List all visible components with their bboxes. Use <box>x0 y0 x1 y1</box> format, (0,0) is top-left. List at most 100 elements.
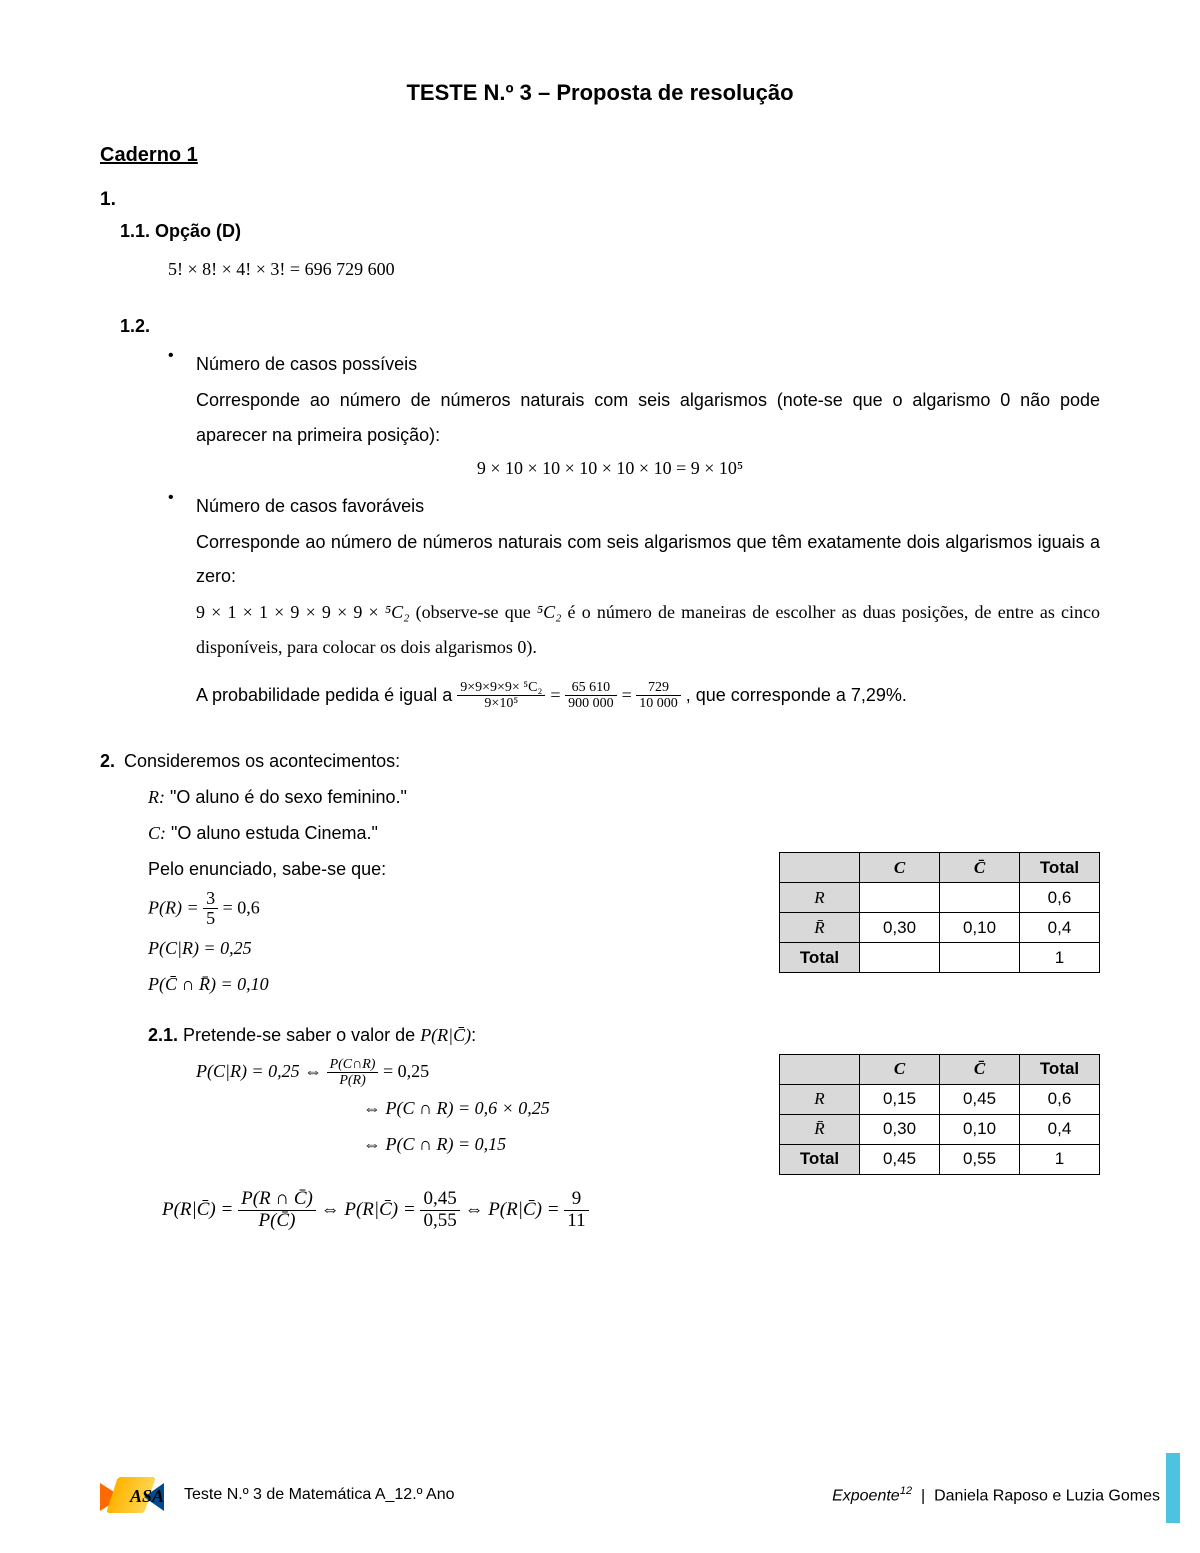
q2-1-text: Pretende-se saber o valor de <box>183 1025 420 1045</box>
q2-1-expr: P(R|C̄) <box>420 1025 471 1045</box>
frac-bot: P(C̄) <box>238 1211 316 1232</box>
frac-bot: 0,55 <box>420 1211 459 1232</box>
cell: 1 <box>1020 1144 1100 1174</box>
footer-brand: Expoente <box>832 1487 900 1504</box>
s21-line1: P(C|R) = 0,25 ⇔ P(C∩R) P(R) = 0,25 <box>196 1054 630 1089</box>
row-R: R <box>780 1084 860 1114</box>
cell: 0,4 <box>1020 913 1100 943</box>
bullet-icon: • <box>168 489 186 714</box>
cell: 1 <box>1020 943 1100 973</box>
row-total: Total <box>780 943 860 973</box>
frac-top: 0,45 <box>420 1189 459 1211</box>
prob-suffix: , que corresponde a 7,29%. <box>686 685 907 705</box>
q2-heading-line: 2. Consideremos os acontecimentos: <box>100 744 1100 778</box>
frac-top: 729 <box>636 680 681 696</box>
frac-top: 9 <box>564 1189 588 1211</box>
event-R: R: "O aluno é do sexo feminino." <box>148 780 1100 814</box>
PR-lhs: P(R) = <box>148 897 203 917</box>
bullet1-equation: 9 × 10 × 10 × 10 × 10 × 10 = 9 × 10⁵ <box>120 458 1100 479</box>
footer-right: Expoente12 | Daniela Raposo e Luzia Gome… <box>832 1485 1160 1505</box>
cell: 0,15 <box>860 1084 940 1114</box>
bullet2-text: Corresponde ao número de números naturai… <box>196 525 1100 593</box>
footer-brand-sup: 12 <box>900 1485 912 1497</box>
PCR-line: P(C|R) = 0,25 <box>148 931 630 965</box>
event-R-label: R: <box>148 787 165 807</box>
equals: = <box>622 685 637 705</box>
cell: 0,4 <box>1020 1114 1100 1144</box>
row-Rbar: R̄ <box>780 1114 860 1144</box>
s21-line3: ⇔ P(C ∩ R) = 0,15 <box>363 1127 630 1161</box>
page-title: TESTE N.º 3 – Proposta de resolução <box>100 80 1100 106</box>
frac-bot: 5 <box>203 909 218 929</box>
cell: 0,30 <box>860 1114 940 1144</box>
publisher-logo: ASA Teste N.º 3 de Matemática A_12.º Ano <box>100 1477 455 1513</box>
cell <box>940 943 1020 973</box>
logo-icon: ASA <box>100 1477 164 1513</box>
event-C-label: C: <box>148 823 166 843</box>
eq-prefix: 9 × 1 × 1 × 9 × 9 × 9 × <box>196 602 385 622</box>
footer-sep: | <box>917 1487 935 1504</box>
q2-1-number: 2.1. <box>148 1025 178 1045</box>
footer-authors: Daniela Raposo e Luzia Gomes <box>934 1487 1160 1504</box>
final-frac1: P(R ∩ C̄) P(C̄) <box>238 1189 316 1232</box>
s21-l1b: = 0,25 <box>383 1061 429 1081</box>
frac-bot: 10 000 <box>636 696 681 711</box>
final-mid2: ⇔ P(R|C̄) = <box>464 1199 564 1220</box>
row-Rbar: R̄ <box>780 913 860 943</box>
cell: 0,10 <box>940 913 1020 943</box>
combination-symbol: ⁵C₂ <box>385 602 410 622</box>
fraction-3: 729 10 000 <box>636 680 681 712</box>
fraction-1: 9×9×9×9× ⁵C₂ 9×10⁵ <box>457 680 545 712</box>
probability-line: A probabilidade pedida é igual a 9×9×9×9… <box>196 678 1100 712</box>
known-label: Pelo enunciado, sabe-se que: <box>148 852 630 886</box>
th-blank <box>780 1054 860 1084</box>
frac-top: 3 <box>203 889 218 910</box>
page-footer: ASA Teste N.º 3 de Matemática A_12.º Ano… <box>100 1477 1160 1513</box>
row-total: Total <box>780 1144 860 1174</box>
th-C: C <box>860 853 940 883</box>
accent-bar <box>1166 1453 1180 1523</box>
final-frac3: 9 11 <box>564 1189 588 1232</box>
frac-top: P(C∩R) <box>327 1057 379 1073</box>
bullet-icon: • <box>168 347 186 454</box>
s21-final: P(R|C̄) = P(R ∩ C̄) P(C̄) ⇔ P(R|C̄) = 0,… <box>162 1189 1100 1232</box>
q1-2-heading: 1.2. <box>120 316 1100 337</box>
section-heading: Caderno 1 <box>100 144 1100 167</box>
event-C-text: "O aluno estuda Cinema." <box>166 823 378 843</box>
frac-bot: 11 <box>564 1211 588 1232</box>
PR-line: P(R) = 3 5 = 0,6 <box>148 889 630 930</box>
q1-1-heading: 1.1. Opção (D) <box>120 221 1100 242</box>
final-lhs: P(R|C̄) = <box>162 1199 238 1220</box>
frac-top: P(R ∩ C̄) <box>238 1189 316 1211</box>
fraction-2: 65 610 900 000 <box>565 680 617 712</box>
obs1: (observe-se que <box>409 602 536 622</box>
s21-frac: P(C∩R) P(R) <box>327 1057 379 1089</box>
PR-fraction: 3 5 <box>203 889 218 930</box>
frac-top: 65 610 <box>565 680 617 696</box>
final-mid1: ⇔ P(R|C̄) = <box>321 1199 421 1220</box>
th-blank <box>780 853 860 883</box>
cell <box>860 883 940 913</box>
s21-l1a: P(C|R) = 0,25 ⇔ <box>196 1061 327 1081</box>
bullet1-text: Corresponde ao número de números naturai… <box>196 383 1100 451</box>
th-Cbar: C̄ <box>940 853 1020 883</box>
event-R-text: "O aluno é do sexo feminino." <box>165 787 407 807</box>
bullet2-equation: 9 × 1 × 1 × 9 × 9 × 9 × ⁵C₂ (observe-se … <box>196 595 1100 663</box>
cell: 0,55 <box>940 1144 1020 1174</box>
cell: 0,30 <box>860 913 940 943</box>
probability-table-2: C C̄ Total R 0,15 0,45 0,6 R̄ 0,30 0,10 … <box>779 1054 1100 1175</box>
bullet2-title: Número de casos favoráveis <box>196 489 1100 523</box>
bullet1-title: Número de casos possíveis <box>196 347 1100 381</box>
q2-1-intro: 2.1. Pretende-se saber o valor de P(R|C̄… <box>148 1018 1100 1052</box>
event-C: C: "O aluno estuda Cinema." <box>148 816 1100 850</box>
row-total-label: Total <box>800 948 839 967</box>
cell: 0,6 <box>1020 1084 1100 1114</box>
PR-rhs: = 0,6 <box>223 897 260 917</box>
probability-table-1: C C̄ Total R 0,6 R̄ 0,30 0,10 0,4 <box>779 852 1100 973</box>
th-total: Total <box>1020 1054 1100 1084</box>
q2-number: 2. <box>100 751 115 771</box>
cell: 0,6 <box>1020 883 1100 913</box>
prob-prefix: A probabilidade pedida é igual a <box>196 685 457 705</box>
s21-line2: ⇔ P(C ∩ R) = 0,6 × 0,25 <box>363 1091 630 1125</box>
cell: 0,45 <box>860 1144 940 1174</box>
